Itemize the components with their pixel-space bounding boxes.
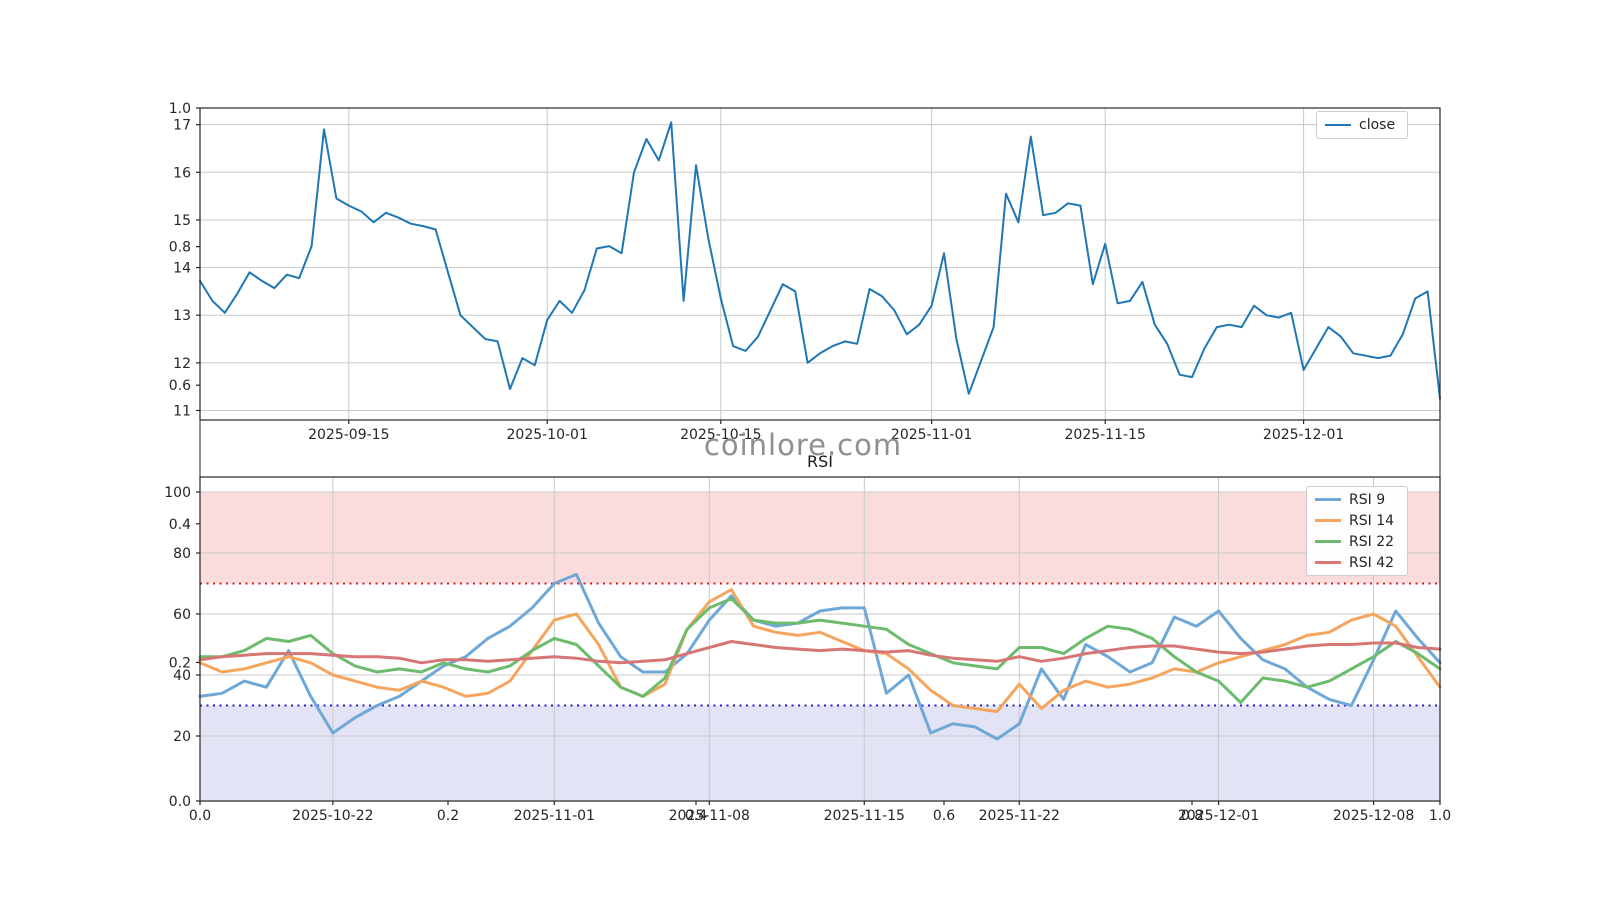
rsi9-line-swatch bbox=[1315, 498, 1341, 501]
price-y-tick-label: 17 bbox=[173, 118, 191, 134]
rsi-x-tick-label: 2025-11-08 bbox=[669, 808, 750, 824]
price-x-tick-label: 2025-10-15 bbox=[680, 427, 761, 443]
price-y-tick-label: 15 bbox=[173, 213, 191, 229]
rsi-y-tick-label: 40 bbox=[173, 668, 191, 684]
legend-item-rsi9: RSI 9 bbox=[1307, 489, 1407, 510]
hidden-x-tick-label: 1.0 bbox=[1429, 808, 1451, 824]
rsi-x-tick-label: 2025-11-22 bbox=[979, 808, 1060, 824]
price-y-tick-label: 14 bbox=[173, 261, 191, 277]
price-y-tick-label: 12 bbox=[173, 356, 191, 372]
overbought-band bbox=[200, 492, 1440, 584]
rsi-chart-title: RSI bbox=[807, 452, 833, 471]
rsi-x-tick-label: 2025-10-22 bbox=[292, 808, 373, 824]
hidden-y-tick-label: 0.4 bbox=[169, 517, 191, 533]
price-y-tick-label: 13 bbox=[173, 308, 191, 324]
close-line-swatch bbox=[1325, 124, 1351, 126]
rsi-x-tick-label: 2025-11-15 bbox=[824, 808, 905, 824]
hidden-x-tick-label: 0.6 bbox=[933, 808, 955, 824]
legend-item-rsi22: RSI 22 bbox=[1307, 531, 1407, 552]
legend-label: RSI 9 bbox=[1349, 491, 1386, 508]
hidden-x-tick-label: 0.2 bbox=[437, 808, 459, 824]
rsi-x-tick-label: 2025-12-01 bbox=[1178, 808, 1259, 824]
legend-label: RSI 42 bbox=[1349, 554, 1395, 571]
legend-item-close: close bbox=[1317, 115, 1407, 136]
hidden-x-tick-label: 0.0 bbox=[189, 808, 211, 824]
legend-item-rsi14: RSI 14 bbox=[1307, 510, 1407, 531]
rsi-y-tick-label: 20 bbox=[173, 729, 191, 745]
legend-label: RSI 22 bbox=[1349, 533, 1395, 550]
series-rsi-22 bbox=[198, 597, 1442, 704]
hidden-y-tick-label: 0.0 bbox=[169, 794, 191, 810]
rsi22-line-swatch bbox=[1315, 540, 1341, 543]
hidden-x-tick-label: 0.4 bbox=[685, 808, 707, 824]
rsi-y-tick-label: 100 bbox=[164, 485, 191, 501]
rsi-x-tick-label: 2025-11-01 bbox=[514, 808, 595, 824]
rsi14-line-swatch bbox=[1315, 519, 1341, 522]
price-y-tick-label: 16 bbox=[173, 165, 191, 181]
rsi-y-tick-label: 80 bbox=[173, 546, 191, 562]
hidden-y-tick-label: 0.2 bbox=[169, 655, 191, 671]
close-legend: close bbox=[1316, 111, 1408, 139]
price-x-tick-label: 2025-09-15 bbox=[308, 427, 389, 443]
price-y-tick-label: 11 bbox=[173, 403, 191, 419]
hidden-axes-frame bbox=[199, 107, 1441, 802]
rsi-legend: RSI 9 RSI 14 RSI 22 RSI 42 bbox=[1306, 486, 1408, 576]
hidden-y-tick-label: 0.6 bbox=[169, 378, 191, 394]
series-rsi-9 bbox=[198, 572, 1442, 741]
rsi-y-tick-label: 60 bbox=[173, 607, 191, 623]
hidden-y-tick-label: 1.0 bbox=[169, 101, 191, 117]
hidden-x-tick-label: 0.8 bbox=[1181, 808, 1203, 824]
series-rsi-42 bbox=[198, 640, 1442, 665]
legend-label: close bbox=[1359, 117, 1396, 133]
series-close bbox=[199, 121, 1441, 400]
legend-label: RSI 14 bbox=[1349, 512, 1395, 529]
rsi42-line-swatch bbox=[1315, 561, 1341, 564]
hidden-y-tick-label: 0.8 bbox=[169, 240, 191, 256]
rsi-x-tick-label: 2025-12-08 bbox=[1333, 808, 1414, 824]
oversold-band bbox=[200, 705, 1440, 801]
price-x-tick-label: 2025-11-01 bbox=[891, 427, 972, 443]
legend-item-rsi42: RSI 42 bbox=[1307, 552, 1407, 573]
price-x-tick-label: 2025-10-01 bbox=[507, 427, 588, 443]
price-x-tick-label: 2025-12-01 bbox=[1263, 427, 1344, 443]
series-rsi-14 bbox=[198, 588, 1442, 714]
watermark: coinlore.com bbox=[703, 428, 903, 462]
price-x-tick-label: 2025-11-15 bbox=[1065, 427, 1146, 443]
axes-frame bbox=[199, 107, 1441, 421]
